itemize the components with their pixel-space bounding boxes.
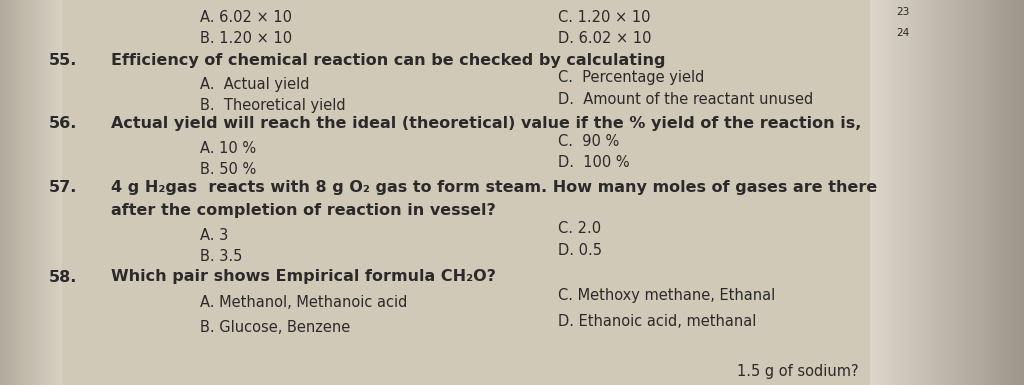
Text: A. 10 %: A. 10 % — [200, 141, 256, 156]
Text: D. 0.5: D. 0.5 — [558, 243, 602, 258]
Text: 1.5 g of sodium?: 1.5 g of sodium? — [737, 364, 859, 379]
Text: A. Methanol, Methanoic acid: A. Methanol, Methanoic acid — [200, 295, 408, 310]
Text: 4 g H₂gas  reacts with 8 g O₂ gas to form steam. How many moles of gases are the: 4 g H₂gas reacts with 8 g O₂ gas to form… — [111, 180, 877, 195]
Text: 23: 23 — [896, 7, 909, 17]
Text: C.  90 %: C. 90 % — [558, 134, 620, 149]
Text: B. Glucose, Benzene: B. Glucose, Benzene — [200, 320, 350, 335]
Text: C.  Percentage yield: C. Percentage yield — [558, 70, 705, 85]
Text: B. 3.5: B. 3.5 — [200, 249, 242, 264]
Text: Which pair shows Empirical formula CH₂O?: Which pair shows Empirical formula CH₂O? — [111, 270, 496, 285]
Text: A. 6.02 × 10: A. 6.02 × 10 — [200, 10, 292, 25]
Text: after the completion of reaction in vessel?: after the completion of reaction in vess… — [111, 203, 496, 218]
Text: 58.: 58. — [49, 270, 78, 285]
Text: D.  Amount of the reactant unused: D. Amount of the reactant unused — [558, 92, 813, 107]
Text: Efficiency of chemical reaction can be checked by calculating: Efficiency of chemical reaction can be c… — [111, 53, 666, 68]
Text: C. Methoxy methane, Ethanal: C. Methoxy methane, Ethanal — [558, 288, 775, 303]
Text: C. 2.0: C. 2.0 — [558, 221, 601, 236]
Text: A. 3: A. 3 — [200, 228, 228, 243]
Text: 55.: 55. — [49, 53, 78, 68]
Text: D. 6.02 × 10: D. 6.02 × 10 — [558, 31, 651, 46]
Text: 56.: 56. — [49, 116, 78, 131]
Text: C. 1.20 × 10: C. 1.20 × 10 — [558, 10, 650, 25]
Text: 24: 24 — [896, 28, 909, 38]
Text: Actual yield will reach the ideal (theoretical) value if the % yield of the reac: Actual yield will reach the ideal (theor… — [111, 116, 861, 131]
Text: D.  100 %: D. 100 % — [558, 155, 630, 170]
Text: A.  Actual yield: A. Actual yield — [200, 77, 309, 92]
Text: B. 1.20 × 10: B. 1.20 × 10 — [200, 31, 292, 46]
Text: B.  Theoretical yield: B. Theoretical yield — [200, 98, 345, 113]
Text: B. 50 %: B. 50 % — [200, 162, 256, 177]
Text: D. Ethanoic acid, methanal: D. Ethanoic acid, methanal — [558, 314, 757, 329]
Text: 57.: 57. — [49, 180, 78, 195]
